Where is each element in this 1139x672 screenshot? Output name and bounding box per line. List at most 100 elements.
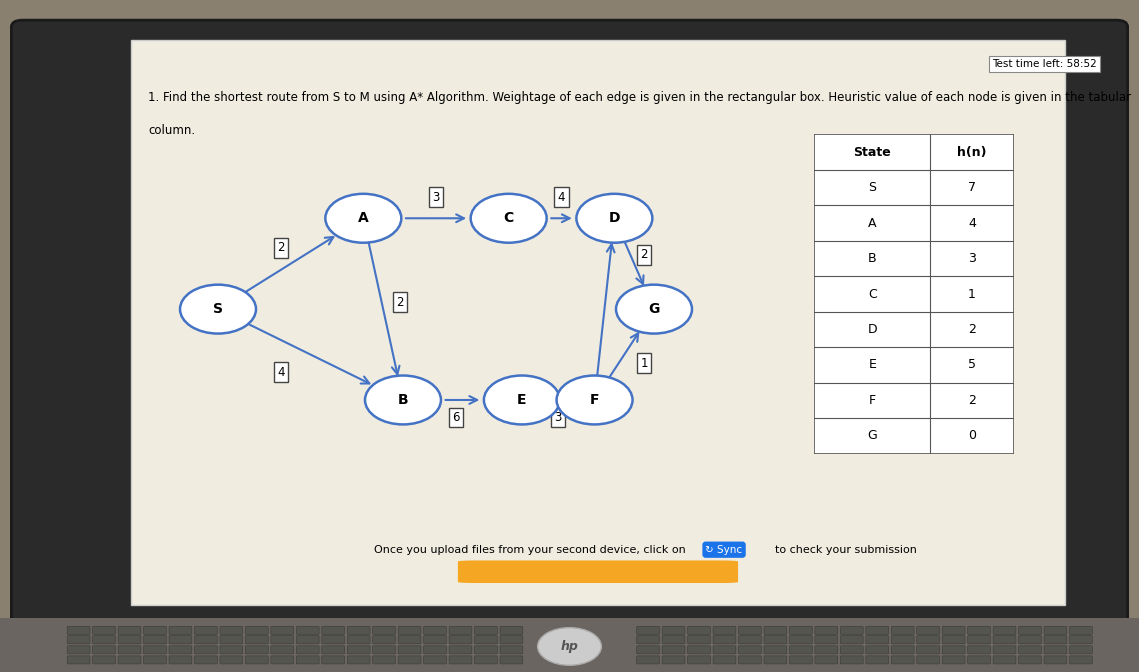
FancyBboxPatch shape	[500, 656, 523, 664]
FancyBboxPatch shape	[942, 626, 965, 634]
FancyBboxPatch shape	[220, 646, 243, 654]
Ellipse shape	[557, 376, 632, 425]
Text: Test time left: 58:52: Test time left: 58:52	[992, 59, 1097, 69]
FancyBboxPatch shape	[662, 626, 685, 634]
FancyBboxPatch shape	[372, 636, 395, 644]
FancyBboxPatch shape	[195, 636, 218, 644]
FancyBboxPatch shape	[1070, 656, 1092, 664]
FancyBboxPatch shape	[144, 636, 166, 644]
FancyBboxPatch shape	[169, 646, 191, 654]
FancyBboxPatch shape	[449, 636, 472, 644]
FancyBboxPatch shape	[271, 636, 294, 644]
FancyBboxPatch shape	[942, 646, 965, 654]
FancyBboxPatch shape	[475, 646, 498, 654]
FancyBboxPatch shape	[245, 646, 268, 654]
FancyBboxPatch shape	[917, 656, 940, 664]
FancyBboxPatch shape	[917, 626, 940, 634]
Text: 2: 2	[277, 241, 285, 255]
FancyBboxPatch shape	[942, 636, 965, 644]
FancyBboxPatch shape	[144, 626, 166, 634]
FancyBboxPatch shape	[738, 636, 761, 644]
FancyBboxPatch shape	[169, 656, 191, 664]
FancyBboxPatch shape	[892, 646, 915, 654]
FancyBboxPatch shape	[195, 626, 218, 634]
Text: 2: 2	[396, 296, 403, 308]
FancyBboxPatch shape	[841, 656, 863, 664]
FancyBboxPatch shape	[968, 626, 991, 634]
FancyBboxPatch shape	[458, 560, 738, 583]
FancyBboxPatch shape	[67, 646, 90, 654]
FancyBboxPatch shape	[892, 656, 915, 664]
FancyBboxPatch shape	[92, 656, 115, 664]
FancyBboxPatch shape	[169, 626, 191, 634]
FancyBboxPatch shape	[713, 656, 736, 664]
FancyBboxPatch shape	[738, 656, 761, 664]
FancyBboxPatch shape	[475, 626, 498, 634]
FancyBboxPatch shape	[968, 646, 991, 654]
FancyBboxPatch shape	[814, 626, 837, 634]
FancyBboxPatch shape	[144, 656, 166, 664]
FancyBboxPatch shape	[347, 626, 370, 634]
FancyBboxPatch shape	[764, 656, 787, 664]
Circle shape	[538, 628, 601, 665]
FancyBboxPatch shape	[713, 636, 736, 644]
FancyBboxPatch shape	[271, 646, 294, 654]
Ellipse shape	[364, 376, 441, 425]
FancyBboxPatch shape	[637, 626, 659, 634]
FancyBboxPatch shape	[713, 626, 736, 634]
FancyBboxPatch shape	[738, 626, 761, 634]
FancyBboxPatch shape	[245, 636, 268, 644]
Text: S: S	[868, 181, 876, 194]
FancyBboxPatch shape	[347, 646, 370, 654]
FancyBboxPatch shape	[789, 656, 812, 664]
FancyBboxPatch shape	[11, 20, 1128, 638]
FancyBboxPatch shape	[1070, 636, 1092, 644]
FancyBboxPatch shape	[220, 636, 243, 644]
FancyBboxPatch shape	[789, 626, 812, 634]
FancyBboxPatch shape	[67, 656, 90, 664]
FancyBboxPatch shape	[500, 636, 523, 644]
Text: E: E	[868, 358, 876, 372]
Text: 1: 1	[640, 357, 648, 370]
Text: 2: 2	[968, 323, 976, 336]
FancyBboxPatch shape	[688, 626, 711, 634]
FancyBboxPatch shape	[993, 656, 1016, 664]
FancyBboxPatch shape	[92, 646, 115, 654]
FancyBboxPatch shape	[245, 626, 268, 634]
FancyBboxPatch shape	[1070, 626, 1092, 634]
FancyBboxPatch shape	[1018, 626, 1041, 634]
Text: ↻ Sync: ↻ Sync	[705, 545, 743, 554]
FancyBboxPatch shape	[637, 646, 659, 654]
FancyBboxPatch shape	[449, 646, 472, 654]
Ellipse shape	[180, 285, 256, 333]
Text: 1. Find the shortest route from S to M using A* Algorithm. Weightage of each edg: 1. Find the shortest route from S to M u…	[148, 91, 1131, 103]
FancyBboxPatch shape	[1018, 646, 1041, 654]
Text: E: E	[517, 393, 526, 407]
FancyBboxPatch shape	[688, 646, 711, 654]
FancyBboxPatch shape	[424, 636, 446, 644]
FancyBboxPatch shape	[424, 646, 446, 654]
Ellipse shape	[326, 194, 401, 243]
FancyBboxPatch shape	[449, 656, 472, 664]
FancyBboxPatch shape	[195, 656, 218, 664]
FancyBboxPatch shape	[688, 636, 711, 644]
FancyBboxPatch shape	[968, 636, 991, 644]
FancyBboxPatch shape	[1018, 636, 1041, 644]
FancyBboxPatch shape	[322, 636, 345, 644]
Text: G: G	[867, 429, 877, 442]
FancyBboxPatch shape	[662, 656, 685, 664]
FancyBboxPatch shape	[424, 626, 446, 634]
FancyBboxPatch shape	[399, 636, 421, 644]
FancyBboxPatch shape	[296, 636, 319, 644]
FancyBboxPatch shape	[195, 646, 218, 654]
FancyBboxPatch shape	[1018, 656, 1041, 664]
FancyBboxPatch shape	[866, 646, 888, 654]
Text: to check your submission: to check your submission	[776, 545, 917, 554]
FancyBboxPatch shape	[1070, 646, 1092, 654]
FancyBboxPatch shape	[1044, 626, 1067, 634]
FancyBboxPatch shape	[841, 636, 863, 644]
Text: 4: 4	[558, 191, 565, 204]
FancyBboxPatch shape	[475, 636, 498, 644]
FancyBboxPatch shape	[993, 646, 1016, 654]
FancyBboxPatch shape	[917, 646, 940, 654]
